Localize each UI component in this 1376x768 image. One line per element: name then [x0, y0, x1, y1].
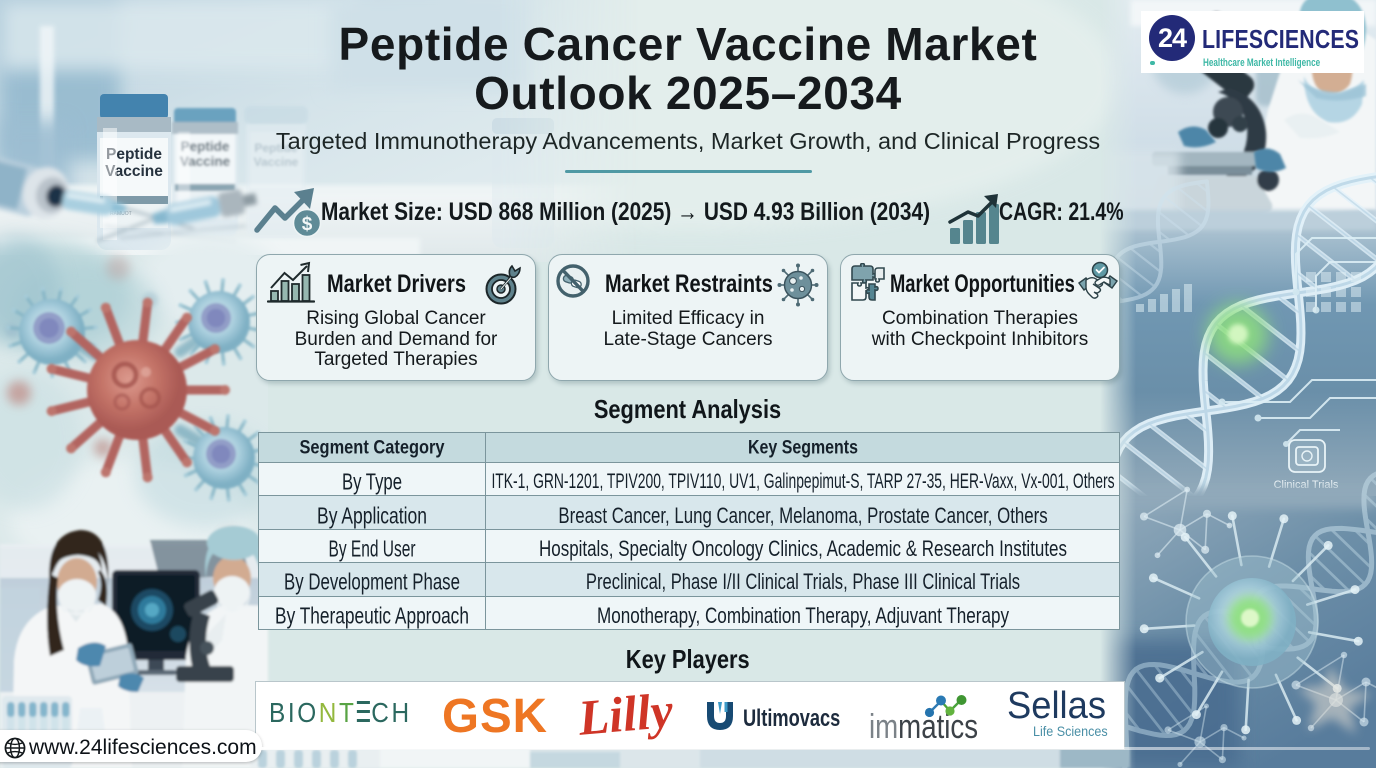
svg-text:Vaccine: Vaccine	[105, 163, 163, 180]
svg-text:Peptide: Peptide	[106, 146, 162, 163]
svg-text:RAMUOT: RAMUOT	[110, 211, 132, 217]
svg-text:$: $	[302, 214, 313, 235]
svg-text:Peptide: Peptide	[254, 141, 298, 155]
svg-text:Vaccine: Vaccine	[180, 154, 231, 169]
svg-text:Peptide: Peptide	[181, 139, 230, 154]
svg-text:Vaccine: Vaccine	[254, 155, 299, 169]
